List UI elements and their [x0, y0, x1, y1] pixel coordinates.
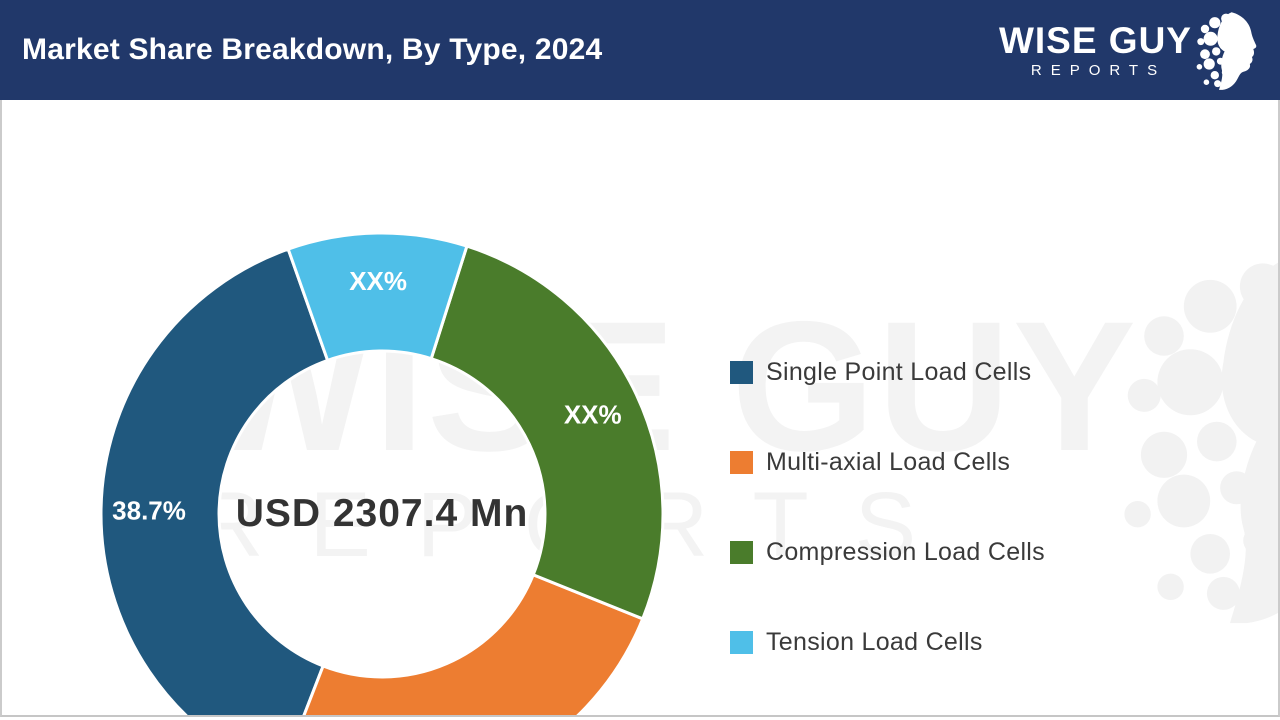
legend-swatch: [730, 540, 753, 564]
legend: Single Point Load Cells Multi-axial Load …: [730, 346, 1045, 706]
donut-segment-4: [286, 231, 469, 363]
logo-subtext: REPORTS: [1030, 62, 1167, 79]
legend-label: Compression Load Cells: [766, 537, 1045, 566]
wiseguy-face-icon: [1196, 12, 1257, 90]
legend-item: Multi-axial Load Cells: [730, 436, 1045, 488]
report-body: WISE GUY REPORTS 38.7%XX%XX%XX% USD 2307…: [0, 100, 1280, 717]
legend-item: Single Point Load Cells: [730, 346, 1045, 398]
legend-swatch: [730, 360, 753, 384]
legend-item: Compression Load Cells: [730, 526, 1045, 578]
segment-value-label: XX%: [349, 266, 407, 296]
legend-label: Tension Load Cells: [766, 627, 983, 656]
segment-value-label: 38.7%: [112, 496, 186, 526]
legend-item: Tension Load Cells: [730, 616, 1045, 668]
watermark-face-icon: [1124, 262, 1278, 624]
donut-chart: 38.7% XX% XX% XX%: [99, 231, 665, 717]
page-title: Market Share Breakdown, By Type, 2024: [22, 33, 603, 66]
legend-label: Single Point Load Cells: [766, 357, 1032, 386]
legend-swatch: [730, 450, 753, 474]
header-bar: Market Share Breakdown, By Type, 2024 WI…: [0, 0, 1280, 100]
legend-swatch: [730, 630, 753, 654]
legend-label: Multi-axial Load Cells: [766, 447, 1011, 476]
donut-segment-1: [99, 247, 330, 715]
segment-value-label: XX%: [446, 713, 504, 717]
logo-wordmark: WISE GUY: [998, 20, 1192, 61]
donut-segment-2: [302, 572, 645, 715]
brand-logo: WISE GUY REPORTS: [999, 8, 1262, 92]
donut-segment-3: [429, 244, 665, 621]
segment-value-label: XX%: [564, 400, 622, 430]
